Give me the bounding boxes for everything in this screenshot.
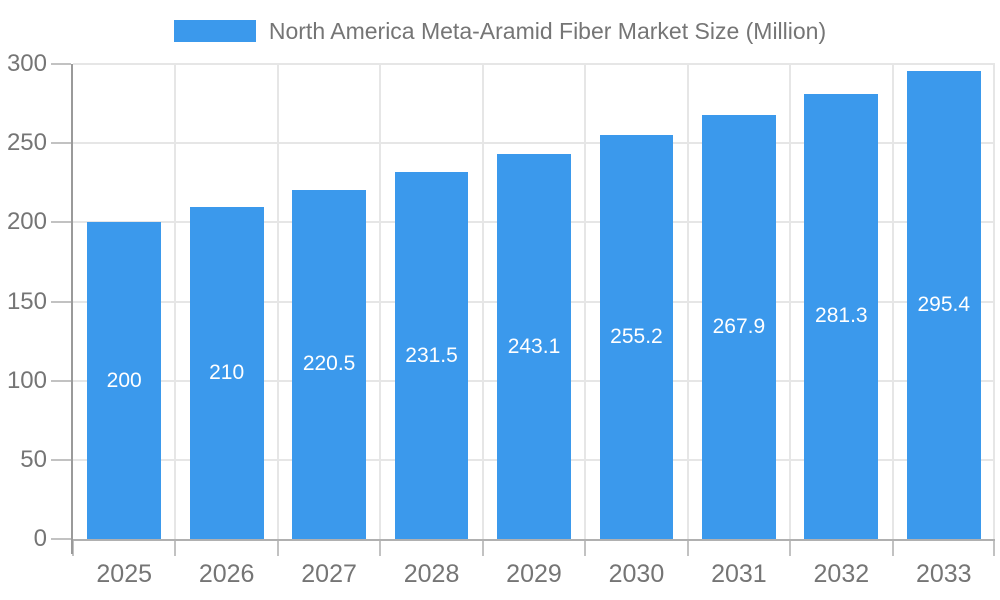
x-axis-tick — [276, 541, 279, 556]
x-axis-tick — [379, 541, 382, 556]
y-axis-tick — [51, 63, 71, 65]
x-axis-tick — [481, 541, 484, 556]
y-axis-tick — [51, 458, 71, 461]
gridline-vertical — [481, 64, 484, 539]
legend-swatch — [173, 20, 256, 42]
x-axis-tick — [789, 541, 792, 556]
gridline-vertical — [276, 64, 279, 539]
y-axis-label: 0 — [33, 525, 47, 552]
plot-area: 0 50 100 150 200 250 300 200 2025 210 2026 220.5 202… — [7, 50, 995, 588]
gridline-vertical — [174, 64, 177, 539]
bar[interactable]: 220.5 — [292, 189, 366, 539]
x-axis-tick — [174, 541, 177, 556]
x-axis-label: 2030 — [608, 560, 665, 588]
y-axis-label: 150 — [6, 287, 47, 315]
x-axis-label: 2026 — [198, 560, 255, 588]
y-axis-label: 100 — [6, 366, 47, 394]
y-axis-label: 200 — [6, 208, 47, 236]
bar[interactable]: 200 — [87, 222, 162, 539]
legend[interactable]: North America Meta-Aramid Fiber Market S… — [0, 0, 1000, 62]
x-axis-tick — [891, 541, 894, 556]
bar[interactable]: 281.3 — [804, 93, 879, 539]
bar-value-label: 200 — [106, 368, 142, 392]
x-axis-line — [73, 539, 995, 541]
bar[interactable]: 231.5 — [394, 172, 469, 539]
y-axis-tick — [51, 300, 71, 303]
y-axis-label: 250 — [6, 129, 47, 157]
x-axis-label: 2027 — [301, 560, 357, 588]
gridline-vertical — [789, 64, 792, 539]
bar-value-label: 267.9 — [712, 314, 766, 338]
gridline-vertical — [993, 64, 995, 539]
gridline-vertical — [686, 64, 689, 539]
x-axis-label: 2031 — [711, 560, 767, 588]
legend-label: North America Meta-Aramid Fiber Market S… — [268, 17, 827, 44]
gridline-vertical — [584, 64, 587, 539]
gridline-vertical — [891, 64, 894, 539]
bar[interactable]: 295.4 — [906, 71, 981, 539]
gridline-horizontal — [73, 142, 995, 145]
bar[interactable]: 210 — [189, 206, 264, 539]
bar-value-label: 243.1 — [507, 334, 561, 358]
bar[interactable]: 267.9 — [702, 114, 776, 539]
y-axis-line — [71, 64, 73, 554]
y-axis-label: 300 — [6, 50, 47, 77]
y-axis-tick — [51, 221, 71, 224]
y-axis-tick — [51, 538, 71, 540]
x-axis-tick — [584, 541, 587, 556]
bar[interactable]: 255.2 — [599, 134, 674, 539]
bar-value-label: 295.4 — [917, 293, 971, 317]
x-axis-label: 2028 — [403, 560, 460, 588]
bar[interactable]: 243.1 — [497, 154, 571, 539]
bar-value-label: 210 — [209, 360, 245, 384]
x-axis-label: 2029 — [506, 560, 562, 588]
x-axis-label: 2033 — [915, 560, 972, 588]
bar-value-label: 231.5 — [405, 343, 458, 367]
y-axis-tick — [51, 379, 71, 382]
x-axis-label: 2025 — [96, 560, 153, 588]
x-axis-label: 2032 — [813, 560, 870, 588]
bar-value-label: 281.3 — [815, 304, 868, 328]
y-axis-tick — [51, 142, 71, 145]
y-axis-label: 50 — [20, 445, 47, 473]
gridline-vertical — [379, 64, 382, 539]
bar-value-label: 255.2 — [610, 324, 663, 348]
x-axis-tick — [686, 541, 689, 556]
bar-value-label: 220.5 — [302, 352, 356, 376]
gridline-horizontal — [73, 63, 995, 65]
x-axis-tick — [993, 541, 995, 556]
x-axis-tick — [72, 541, 74, 556]
